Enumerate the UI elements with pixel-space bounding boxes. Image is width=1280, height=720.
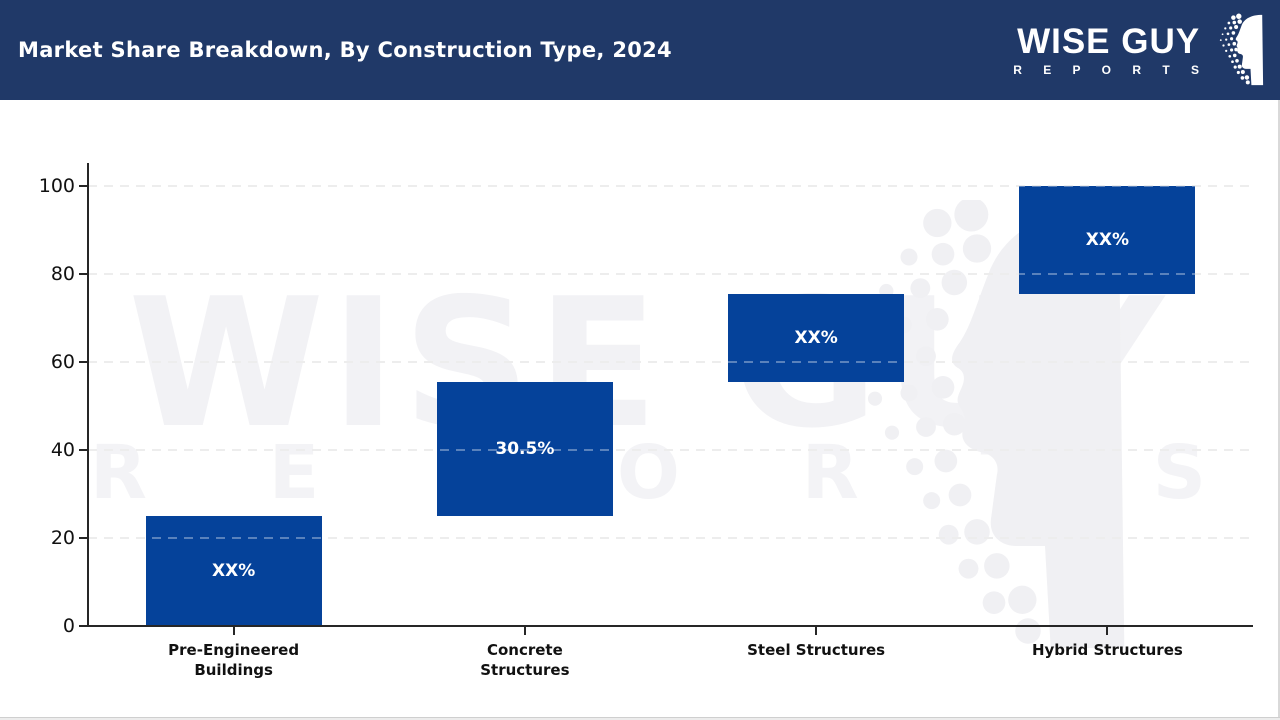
page-bottom-strip [0, 718, 1280, 720]
x-category-label: Steel Structures [747, 641, 886, 659]
chart-title: Market Share Breakdown, By Construction … [18, 38, 672, 62]
brand-logo: WISE GUY R E P O R T S [1009, 10, 1264, 90]
bar [436, 381, 613, 516]
gridline-overlay [88, 449, 1253, 451]
gridline-overlay [88, 273, 1253, 275]
y-axis-line [87, 163, 89, 627]
brand-name: WISE GUY [1017, 22, 1201, 61]
gridline-overlay [88, 537, 1253, 539]
y-tick [79, 273, 87, 275]
y-tick [79, 625, 87, 627]
gridline-overlay [88, 185, 1253, 187]
brand-face-icon [1210, 10, 1264, 90]
x-tick [523, 627, 526, 635]
y-tick-label: 20 [50, 527, 75, 549]
x-tick [232, 627, 235, 635]
page-bottom-border [0, 717, 1280, 718]
y-tick [79, 537, 87, 539]
x-axis-line [88, 625, 1253, 627]
bar-value-label: 30.5% [495, 438, 555, 459]
x-tick [815, 627, 818, 635]
y-tick-label: 80 [50, 263, 75, 285]
y-tick-label: 40 [50, 439, 75, 461]
header-bar: Market Share Breakdown, By Construction … [0, 0, 1280, 100]
x-category-label: Pre-Engineered Buildings [168, 641, 300, 679]
y-tick [79, 185, 87, 187]
bar [1019, 186, 1196, 294]
bar-value-label: XX% [1085, 229, 1129, 250]
bar [728, 293, 905, 382]
y-tick-label: 60 [50, 351, 75, 373]
x-tick [1106, 627, 1109, 635]
y-tick-label: 0 [62, 615, 75, 637]
y-tick [79, 449, 87, 451]
brand-subname: R E P O R T S [1013, 63, 1208, 77]
x-category-label: Concrete Structures [480, 641, 570, 679]
gridline [88, 537, 1253, 539]
gridline [88, 185, 1253, 187]
gridline-overlay [88, 361, 1253, 363]
bar [145, 516, 322, 626]
gridline [88, 361, 1253, 363]
y-tick-label: 100 [38, 175, 75, 197]
gridline [88, 449, 1253, 451]
page-right-border [1278, 100, 1280, 720]
chart-area: WISE GUY R E P O R T S 0 20 40 60 80 100 XX% Pr… [0, 100, 1280, 720]
gridline [88, 273, 1253, 275]
brand-logo-text: WISE GUY R E P O R T S [1009, 24, 1208, 76]
bar-value-label: XX% [212, 561, 256, 581]
x-category-label: Hybrid Structures [1031, 641, 1183, 659]
bar-value-label: XX% [794, 327, 838, 348]
y-tick [79, 361, 87, 363]
